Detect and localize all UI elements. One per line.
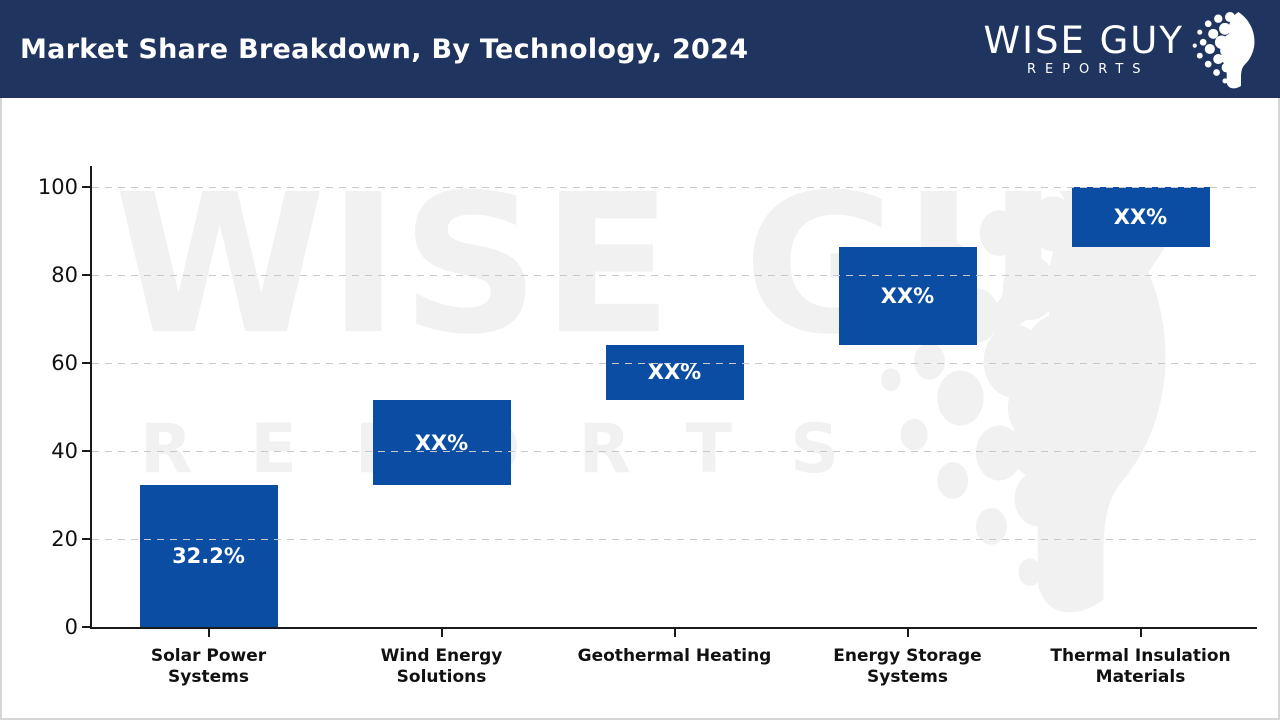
gridline (92, 187, 1257, 188)
bar-value-label: XX% (414, 430, 469, 455)
x-category-label-line: Solutions (396, 667, 487, 687)
x-category-label: Wind Energy Solutions (381, 646, 503, 688)
x-category-label-line: Geothermal Heating (577, 646, 772, 666)
bar-segment (605, 344, 744, 400)
x-tick-mark (673, 629, 676, 637)
y-tick-mark (82, 186, 90, 188)
x-category-label-line: Energy Storage (833, 646, 982, 666)
bar-segment (139, 485, 278, 627)
logo-subtext: REPORTS (1026, 61, 1150, 77)
x-category-label-line: Thermal Insulation (1050, 646, 1231, 666)
x-category-label-line: Wind Energy (380, 646, 503, 666)
gridline (92, 363, 1257, 364)
page-title: Market Share Breakdown, By Technology, 2… (20, 33, 749, 65)
x-category-label-line: Materials (1095, 667, 1186, 687)
y-tick-mark (82, 362, 90, 364)
bar-value-label: XX% (1113, 205, 1168, 230)
x-category-label-line: Systems (168, 667, 249, 687)
y-tick-mark (82, 450, 90, 452)
y-tick-mark (82, 274, 90, 276)
brand-logo-text: WISE GUY REPORTS (984, 22, 1184, 77)
y-tick-label: 20 (51, 527, 78, 551)
brand-logo: WISE GUY REPORTS (984, 7, 1262, 91)
bar-segment (838, 247, 977, 345)
x-tick-mark (440, 629, 443, 637)
y-tick-label: 60 (51, 351, 78, 375)
y-tick-label: 0 (64, 615, 78, 639)
x-category-label-line: Solar Power (150, 646, 267, 666)
y-tick-label: 40 (51, 439, 78, 463)
plot-area: 0 20 40 60 80 100 32.2% Solar Power Systems XX% Wi… (38, 150, 1257, 687)
x-category-label: Geothermal Heating (578, 646, 772, 667)
bar-segment (1071, 187, 1210, 248)
y-tick-label: 80 (51, 263, 78, 287)
gridline (92, 539, 1257, 540)
y-axis-line (90, 166, 92, 629)
gridline (92, 275, 1257, 276)
y-tick-mark (82, 538, 90, 540)
x-category-label-line: Systems (867, 667, 948, 687)
x-tick-mark (207, 629, 210, 637)
logo-head-icon (1192, 12, 1255, 89)
x-category-label: Energy Storage Systems (833, 646, 981, 688)
bar-value-label: XX% (880, 283, 935, 308)
x-tick-mark (1139, 629, 1142, 637)
y-tick-mark (82, 626, 90, 628)
logo-wordmark: WISE GUY (983, 18, 1184, 62)
y-tick-label: 100 (37, 175, 78, 199)
bar-segment (372, 399, 511, 486)
x-axis-line (90, 627, 1257, 629)
header-bar: Market Share Breakdown, By Technology, 2… (0, 0, 1280, 98)
bar-value-label: XX% (647, 360, 702, 385)
bar-value-label: 32.2% (172, 544, 245, 569)
x-category-label: Solar Power Systems (151, 646, 266, 688)
chart-canvas: WISE GUY REPORTS 0 20 40 60 80 100 32.2% Solar … (0, 98, 1280, 720)
gridline (92, 451, 1257, 452)
x-tick-mark (906, 629, 909, 637)
x-category-label: Thermal Insulation Materials (1050, 646, 1230, 688)
